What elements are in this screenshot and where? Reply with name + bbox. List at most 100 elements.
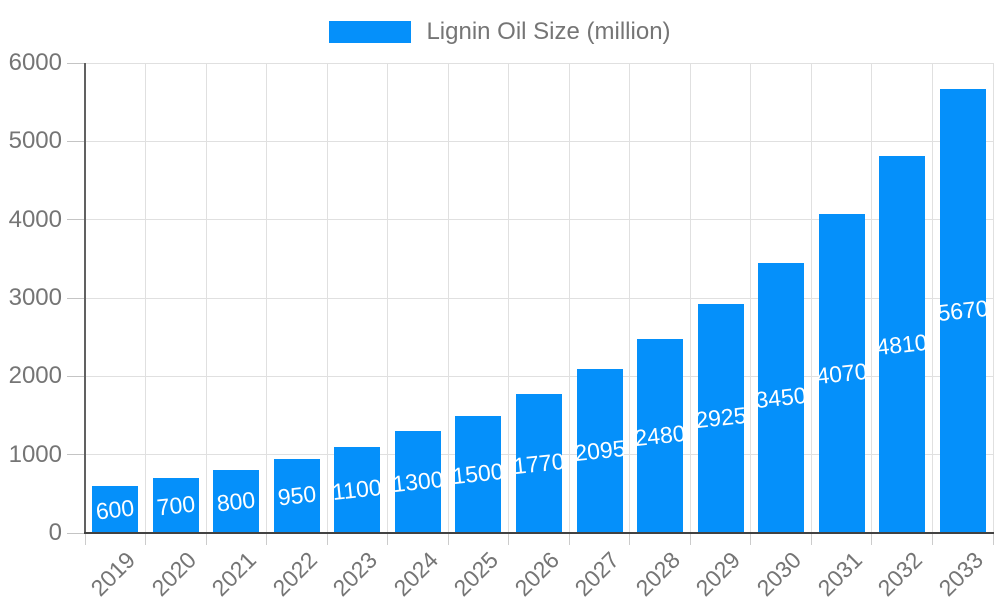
- bar[interactable]: [697, 303, 744, 533]
- bar-value-label: 5670: [935, 294, 990, 327]
- x-tick: [508, 533, 510, 545]
- y-axis-tick-label: 0: [48, 519, 62, 546]
- x-axis-tick-label: 2031: [812, 546, 867, 600]
- x-tick: [205, 533, 207, 545]
- x-axis-tick-label: 2029: [691, 546, 746, 600]
- y-gridline: [85, 375, 993, 377]
- x-axis-tick-label: 2025: [448, 546, 504, 600]
- x-tick: [85, 533, 86, 545]
- x-axis-tick-label: 2022: [267, 546, 322, 600]
- x-tick: [568, 533, 570, 545]
- x-gridline: [810, 63, 812, 533]
- y-tick: [67, 454, 85, 456]
- legend-label: Lignin Oil Size (million): [426, 18, 671, 45]
- bar[interactable]: [394, 431, 441, 533]
- x-axis-tick-label: 2026: [509, 546, 564, 600]
- x-gridline: [629, 63, 631, 533]
- bar[interactable]: [516, 394, 562, 533]
- x-axis-tick-label: 2021: [206, 546, 262, 600]
- bar-value-label: 2480: [633, 419, 687, 451]
- bar[interactable]: [818, 214, 865, 533]
- y-tick: [67, 62, 85, 64]
- y-gridline: [85, 219, 993, 221]
- bar[interactable]: [92, 486, 139, 533]
- bar-value-label: 4810: [875, 328, 929, 360]
- x-gridline: [931, 63, 933, 533]
- bar-value-label: 1500: [451, 458, 506, 490]
- bar-value-label: 4070: [814, 357, 869, 389]
- x-gridline: [326, 63, 328, 533]
- x-axis-tick-label: 2023: [327, 546, 383, 600]
- x-axis-tick-label: 2027: [569, 546, 625, 600]
- x-axis-tick-label: 2033: [933, 546, 988, 600]
- x-axis-tick-label: 2032: [872, 546, 928, 600]
- x-tick: [750, 533, 752, 545]
- bar[interactable]: [939, 88, 986, 533]
- x-gridline: [205, 63, 207, 533]
- bar[interactable]: [213, 470, 260, 533]
- x-axis-tick-label: 2028: [630, 546, 686, 600]
- x-gridline: [689, 63, 691, 533]
- y-axis-tick-label: 4000: [8, 205, 62, 233]
- x-tick: [689, 533, 691, 545]
- bar-value-label: 2925: [693, 402, 748, 434]
- bar[interactable]: [758, 262, 805, 533]
- x-tick: [992, 533, 994, 545]
- y-axis-tick-label: 5000: [8, 127, 62, 155]
- x-gridline: [266, 63, 268, 533]
- y-gridline: [85, 62, 993, 64]
- bar-value-label: 1300: [391, 465, 445, 498]
- y-tick: [67, 375, 85, 377]
- bar[interactable]: [273, 458, 320, 533]
- x-tick: [387, 533, 389, 545]
- x-axis-tick-label: 2024: [388, 546, 443, 600]
- y-axis-tick-label: 6000: [8, 49, 62, 76]
- bar[interactable]: [637, 338, 684, 533]
- x-tick: [629, 533, 631, 545]
- y-axis-tick-label: 2000: [8, 362, 62, 390]
- bar[interactable]: [455, 415, 502, 533]
- bar-value-label: 2095: [572, 434, 627, 467]
- x-gridline: [145, 63, 147, 533]
- bar-value-label: 1770: [512, 447, 566, 479]
- y-gridline: [85, 140, 993, 142]
- x-tick: [810, 533, 812, 545]
- bar[interactable]: [576, 368, 623, 533]
- x-gridline: [568, 63, 570, 533]
- legend-swatch-icon: [329, 21, 412, 43]
- bar-value-label: 800: [215, 486, 257, 517]
- x-tick: [145, 533, 147, 545]
- bar[interactable]: [334, 446, 381, 533]
- y-tick: [67, 140, 85, 142]
- x-tick: [326, 533, 328, 545]
- bar-value-label: 600: [94, 494, 136, 524]
- x-gridline: [992, 63, 994, 533]
- bar-value-label: 950: [276, 480, 318, 511]
- bar-value-label: 1100: [331, 473, 384, 505]
- y-axis-tick-label: 3000: [8, 284, 62, 311]
- x-gridline: [387, 63, 389, 533]
- x-gridline: [750, 63, 752, 533]
- bar-value-label: 3450: [754, 381, 808, 413]
- y-axis-line: [84, 63, 86, 533]
- x-gridline: [871, 63, 873, 533]
- x-axis-tick-label: 2019: [85, 546, 141, 600]
- x-axis-tick-label: 2020: [146, 546, 201, 600]
- bar-value-label: 700: [155, 490, 197, 521]
- bar[interactable]: [879, 156, 926, 533]
- y-axis-tick-label: 1000: [8, 440, 62, 468]
- y-tick: [67, 219, 85, 221]
- x-tick: [931, 533, 933, 545]
- x-gridline: [447, 63, 449, 533]
- y-gridline: [85, 297, 993, 299]
- x-gridline: [508, 63, 510, 533]
- chart-legend[interactable]: Lignin Oil Size (million): [0, 18, 1000, 46]
- bar[interactable]: [152, 478, 199, 533]
- x-tick: [871, 533, 873, 545]
- y-tick: [67, 532, 85, 534]
- y-tick: [67, 297, 85, 299]
- x-axis-tick-label: 2030: [751, 546, 807, 600]
- x-tick: [266, 533, 268, 545]
- x-axis-line: [84, 532, 994, 534]
